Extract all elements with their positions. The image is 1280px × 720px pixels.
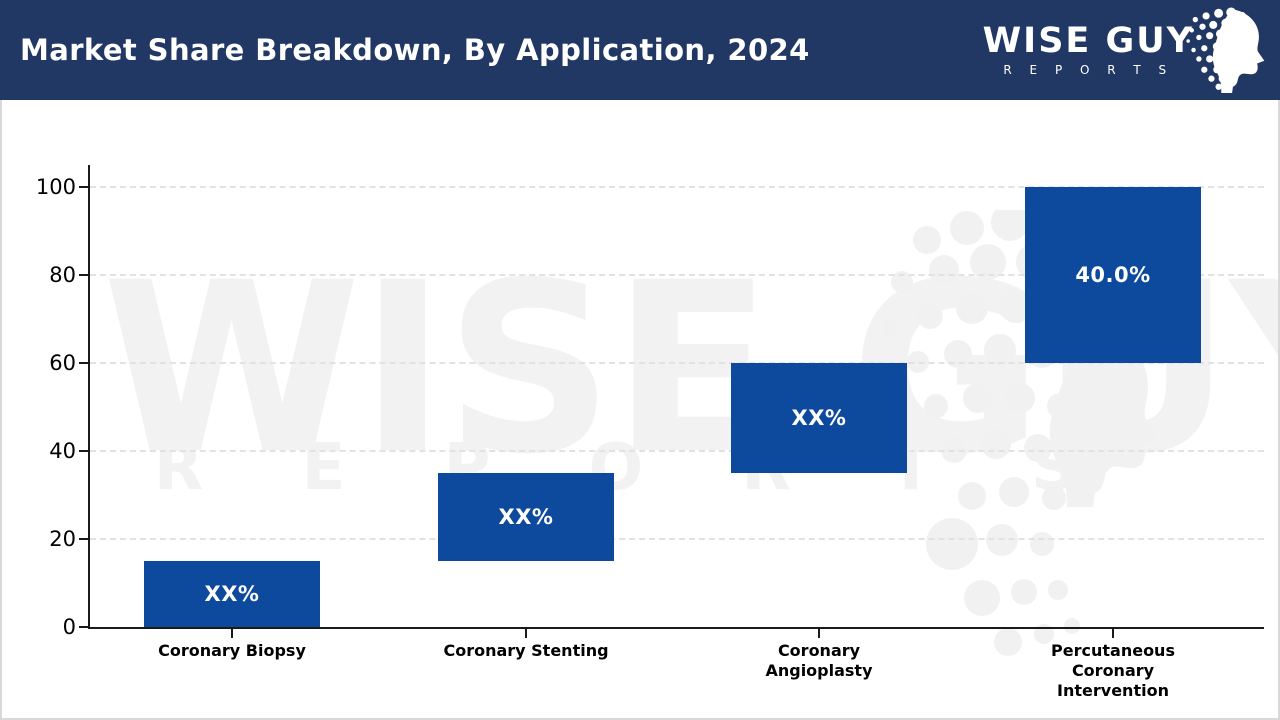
watermark-subtext: R E P O R T S [154, 431, 1116, 505]
brand-subtitle: R E P O R T S [1003, 62, 1174, 77]
logo-face-icon [1186, 7, 1265, 93]
bar-value-label: 40.0% [1075, 263, 1151, 287]
x-tick-mark [818, 629, 820, 638]
x-tick-mark [525, 629, 527, 638]
y-tick-label: 100 [35, 175, 76, 199]
y-tick-label: 20 [49, 527, 76, 551]
y-tick-label: 80 [49, 263, 76, 287]
x-tick-mark [231, 629, 233, 638]
chart-area: WISE GUY R E P O R T S [0, 100, 1280, 720]
category-label: Coronary Angioplasty [765, 641, 873, 680]
y-tick-mark [79, 274, 88, 276]
brand-name: WISE GUY [982, 21, 1194, 62]
y-axis-line [88, 165, 90, 629]
category-label: Coronary Biopsy [158, 641, 306, 660]
header-bar: Market Share Breakdown, By Application, … [0, 0, 1280, 100]
category-label: Percutaneous Coronary Intervention [1051, 641, 1175, 700]
bar-value-label: XX% [791, 406, 847, 430]
bar: XX% [144, 561, 320, 627]
bar: 40.0% [1025, 187, 1201, 363]
y-tick-mark [79, 626, 88, 628]
y-tick-mark [79, 538, 88, 540]
y-tick-label: 60 [49, 351, 76, 375]
y-gridline [90, 186, 1264, 188]
brand-logo-text: WISE GUY R E P O R T S [983, 23, 1194, 77]
y-tick-mark [79, 362, 88, 364]
y-gridline [90, 538, 1264, 540]
y-tick-mark [79, 450, 88, 452]
y-gridline [90, 450, 1264, 452]
x-tick-mark [1112, 629, 1114, 638]
bar-value-label: XX% [204, 582, 260, 606]
y-tick-label: 40 [49, 439, 76, 463]
bar: XX% [438, 473, 614, 561]
x-axis-line [88, 627, 1264, 629]
y-gridline [90, 274, 1264, 276]
y-tick-mark [79, 186, 88, 188]
brand-logo: WISE GUY R E P O R T S [983, 6, 1270, 94]
category-label: Coronary Stenting [443, 641, 609, 660]
bar-value-label: XX% [498, 505, 554, 529]
bar: XX% [731, 363, 907, 473]
page-title: Market Share Breakdown, By Application, … [20, 33, 810, 67]
y-gridline [90, 362, 1264, 364]
y-tick-label: 0 [62, 615, 76, 639]
